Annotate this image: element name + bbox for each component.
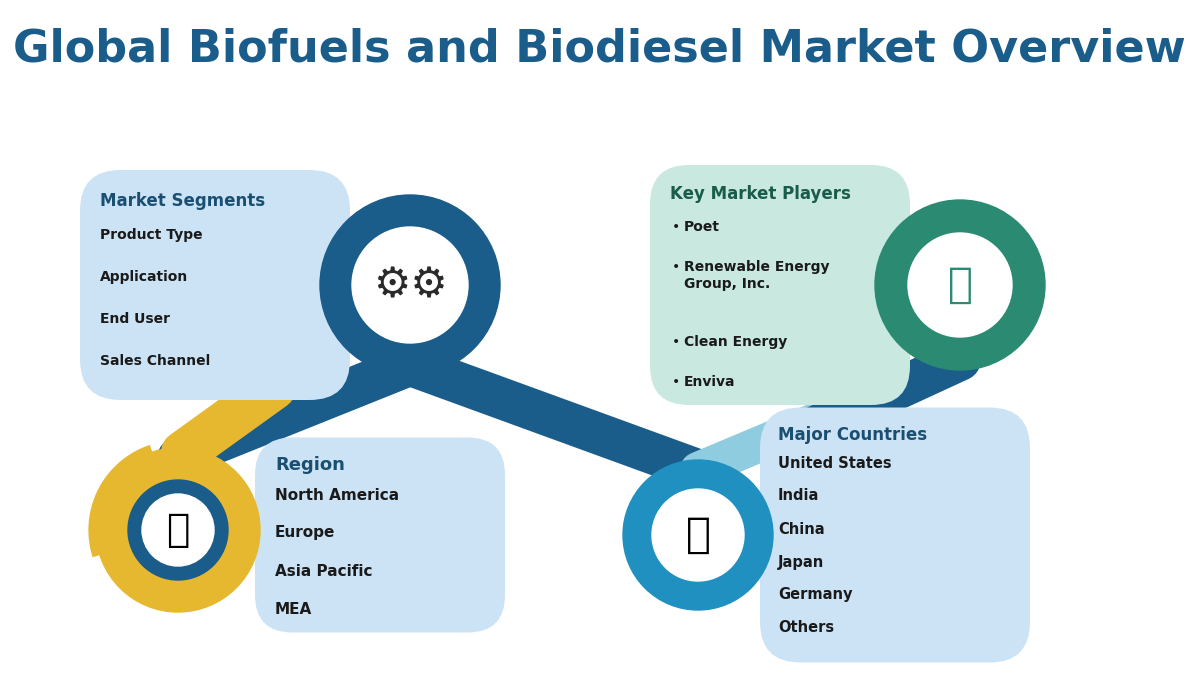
Text: •: • [672,375,680,389]
Text: Japan: Japan [778,554,824,570]
Text: End User: End User [99,312,170,326]
Text: ⚙⚙: ⚙⚙ [373,264,447,306]
Text: •: • [672,335,680,349]
Circle shape [96,448,260,612]
Text: •: • [672,220,680,234]
Text: Asia Pacific: Asia Pacific [276,564,373,578]
Text: •: • [672,260,680,274]
Circle shape [320,195,500,375]
Text: Application: Application [99,270,188,284]
Circle shape [652,489,744,581]
Text: Clean Energy: Clean Energy [684,335,787,349]
Text: India: India [778,489,819,503]
FancyBboxPatch shape [80,170,350,400]
Text: 🌎: 🌎 [167,511,189,549]
Text: 📍: 📍 [685,514,710,556]
Text: Global Biofuels and Biodiesel Market Overview: Global Biofuels and Biodiesel Market Ove… [13,27,1185,71]
Text: Sales Channel: Sales Channel [99,354,211,368]
Text: Others: Others [778,620,834,636]
Circle shape [143,494,214,566]
Text: Region: Region [276,456,345,473]
Text: United States: United States [778,456,891,470]
Text: Germany: Germany [778,587,853,603]
Circle shape [623,460,773,610]
Text: Major Countries: Major Countries [778,426,927,444]
FancyBboxPatch shape [760,407,1030,662]
Text: Key Market Players: Key Market Players [670,185,851,203]
Text: Europe: Europe [276,526,335,540]
Circle shape [908,233,1012,337]
Text: MEA: MEA [276,601,313,617]
Circle shape [128,480,228,580]
Circle shape [875,200,1045,370]
Text: Market Segments: Market Segments [99,192,265,210]
Text: Enviva: Enviva [684,375,736,389]
Text: Product Type: Product Type [99,228,202,242]
Circle shape [352,227,468,343]
Text: North America: North America [276,487,399,503]
Text: 📊: 📊 [948,264,973,306]
FancyBboxPatch shape [255,438,506,633]
Text: Poet: Poet [684,220,720,234]
FancyBboxPatch shape [651,165,910,405]
Text: Renewable Energy
Group, Inc.: Renewable Energy Group, Inc. [684,260,829,291]
Text: China: China [778,522,824,536]
